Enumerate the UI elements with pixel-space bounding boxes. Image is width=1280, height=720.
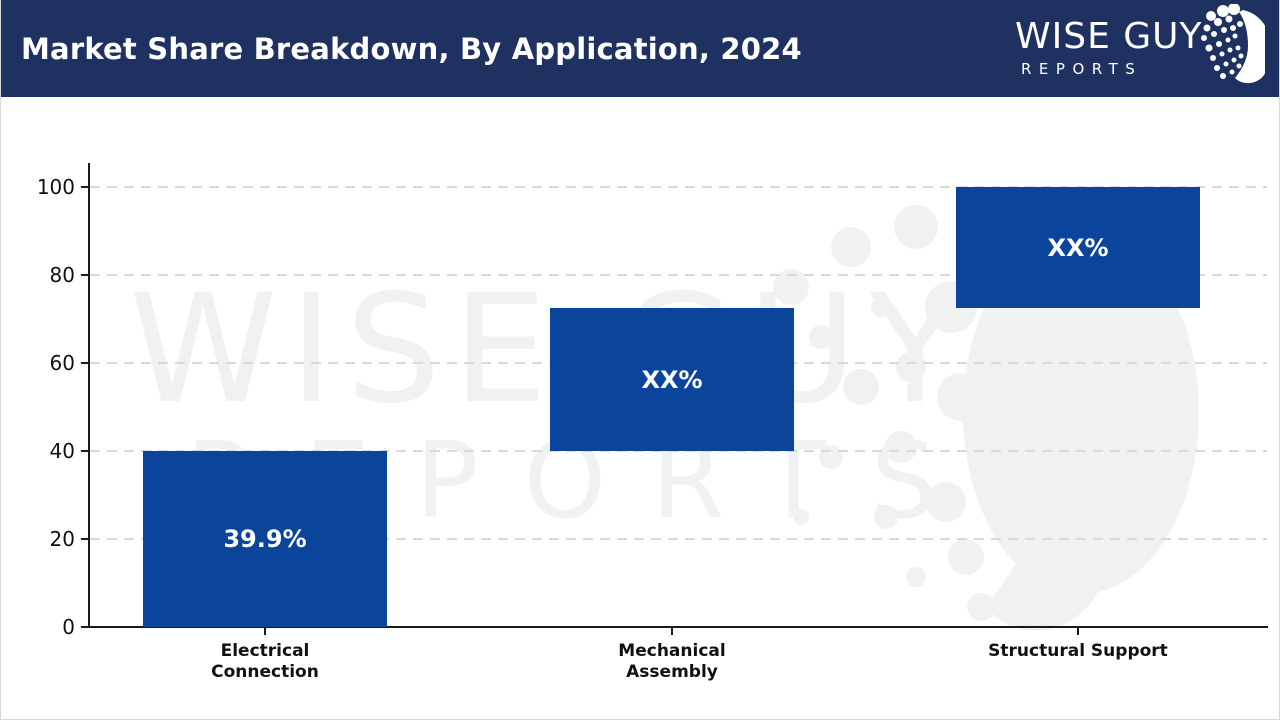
category-label-line: Mechanical — [618, 641, 726, 661]
page-title: Market Share Breakdown, By Application, … — [21, 31, 802, 66]
chart-area: WISE GUY REPORTS 0 20 40 60 80 100 39.9% Electr… — [1, 97, 1279, 719]
watermark-text-primary: WISE GUY — [129, 263, 973, 437]
y-tick-mark — [81, 450, 88, 452]
watermark-head-dots-icon — [719, 205, 1199, 631]
category-label: Electrical Connection — [125, 641, 405, 683]
y-tick-label: 60 — [49, 351, 75, 375]
x-tick-mark — [264, 628, 266, 635]
logo-subtext: REPORTS — [1021, 60, 1142, 78]
y-axis-spine — [88, 163, 90, 628]
category-label: Structural Support — [938, 641, 1218, 662]
logo-wordmark: WISE GUY — [1015, 16, 1203, 57]
gridline — [90, 186, 1267, 188]
header-bar: Market Share Breakdown, By Application, … — [1, 0, 1279, 97]
y-tick-label: 100 — [36, 175, 75, 199]
bar-segment — [550, 308, 794, 452]
category-label-line: Assembly — [626, 662, 718, 682]
brand-logo-graphic: WISE GUY REPORTS — [1015, 2, 1273, 83]
bar-value-label: XX% — [641, 365, 703, 394]
brand-logo: WISE GUY REPORTS — [1015, 2, 1273, 94]
bar-value-label: 39.9% — [223, 525, 307, 554]
y-tick-label: 20 — [49, 527, 75, 551]
y-tick-label: 80 — [49, 263, 75, 287]
x-tick-mark — [671, 628, 673, 635]
bar-value-label: XX% — [1047, 233, 1109, 262]
y-tick-mark — [81, 626, 88, 628]
y-tick-mark — [81, 274, 88, 276]
category-label-line: Connection — [211, 662, 319, 682]
logo-head-dots-icon — [1201, 2, 1273, 83]
gridline — [90, 538, 1267, 540]
gridline — [90, 274, 1267, 276]
category-label-line: Electrical — [220, 641, 310, 661]
y-tick-mark — [81, 362, 88, 364]
x-axis-spine — [88, 626, 1268, 628]
y-tick-mark — [81, 538, 88, 540]
y-tick-label: 40 — [49, 439, 75, 463]
x-tick-mark — [1077, 628, 1079, 635]
bar-segment — [956, 187, 1200, 309]
y-tick-mark — [81, 186, 88, 188]
bar-segment — [143, 451, 387, 627]
category-label: Mechanical Assembly — [532, 641, 812, 683]
category-label-line: Structural Support — [988, 641, 1168, 661]
y-tick-label: 0 — [62, 615, 75, 639]
